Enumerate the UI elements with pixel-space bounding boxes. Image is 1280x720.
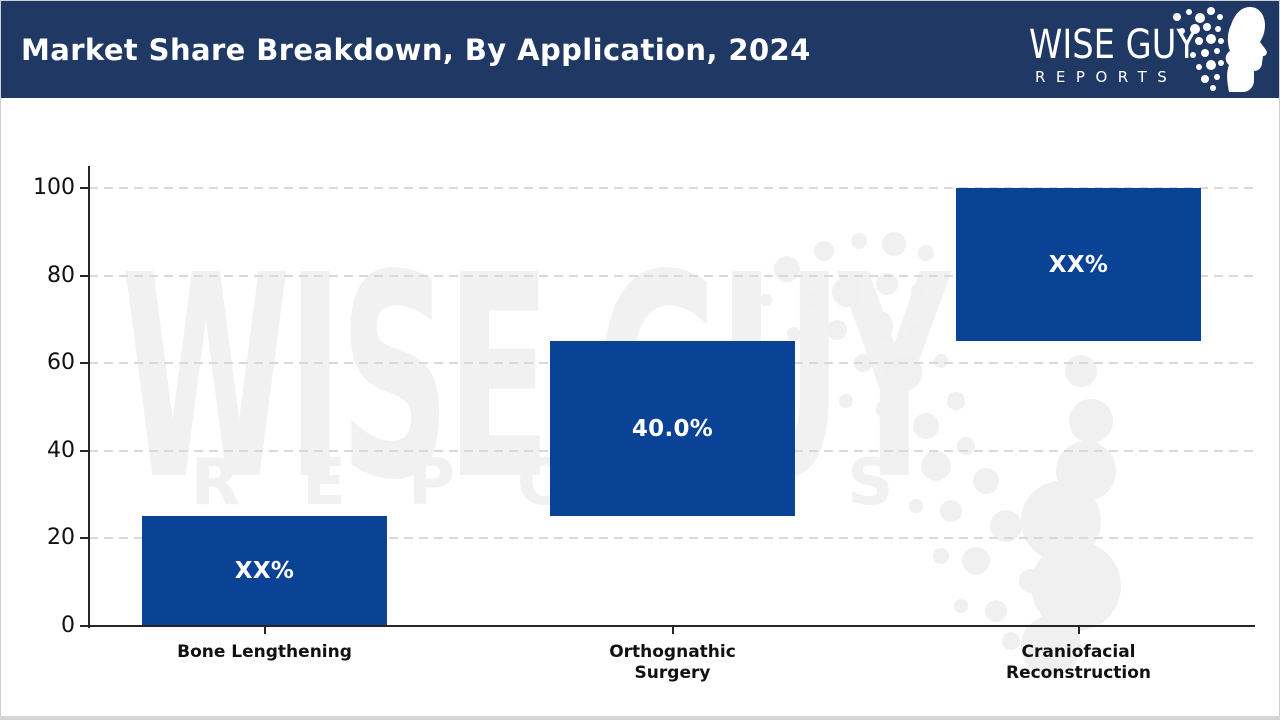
- bar-value-label: XX%: [1048, 251, 1109, 278]
- y-tick-label: 60: [47, 350, 75, 376]
- x-category-label-line: Reconstruction: [1005, 663, 1152, 683]
- logo-graphic: WISE GUY REPORTS: [1029, 7, 1267, 92]
- bar-value-label: 40.0%: [631, 415, 714, 442]
- x-category-label-orthognathic-surgery: Orthognathic Surgery: [609, 642, 736, 684]
- x-category-label-bone-lengthening: Bone Lengthening: [177, 642, 352, 663]
- x-category-label-craniofacial-reconstruction: Craniofacial Reconstruction: [1006, 642, 1151, 684]
- y-tick-label: 100: [33, 174, 75, 200]
- y-tick-mark: [80, 625, 88, 627]
- chart-title: Market Share Breakdown, By Application, …: [21, 32, 811, 67]
- y-tick-mark: [80, 186, 88, 189]
- x-category-label-line: Orthognathic: [609, 642, 736, 662]
- bar-craniofacial-reconstruction: XX%: [956, 187, 1201, 342]
- bar-orthognathic-surgery: 40.0%: [550, 341, 795, 517]
- watermark-wordmark: WISE GUY: [121, 216, 950, 542]
- x-tick-mark: [263, 627, 266, 634]
- y-tick-label: 20: [47, 525, 75, 551]
- x-axis-line: [88, 625, 1255, 627]
- bar-value-label: XX%: [234, 558, 295, 585]
- y-tick-label: 40: [47, 437, 75, 463]
- header-band: Market Share Breakdown, By Application, …: [1, 1, 1279, 98]
- x-category-label-line: Craniofacial: [1021, 642, 1136, 662]
- x-tick-mark: [671, 627, 674, 634]
- y-tick-mark: [80, 362, 88, 365]
- y-axis-line: [88, 166, 90, 628]
- logo-wordmark: WISE GUY: [1029, 22, 1197, 68]
- wise-guy-reports-logo: WISE GUY REPORTS: [1027, 4, 1267, 98]
- gridline-80: [89, 274, 1254, 277]
- chart-plot-area: WISE GUY REPORTS: [1, 98, 1279, 719]
- x-category-label-line: Surgery: [634, 663, 711, 683]
- gridline-20: [89, 537, 1254, 540]
- y-tick-mark: [80, 274, 88, 277]
- logo-face-profile-icon: [1225, 7, 1267, 92]
- y-tick-label: 0: [61, 613, 75, 638]
- logo-subtitle: REPORTS: [1035, 68, 1177, 86]
- x-tick-mark: [1077, 627, 1080, 634]
- bar-bone-lengthening: XX%: [142, 516, 387, 626]
- footer-strip: [1, 716, 1279, 719]
- gridline-100: [89, 186, 1254, 189]
- x-category-label-line: Bone Lengthening: [177, 642, 352, 662]
- y-tick-label: 80: [47, 262, 75, 288]
- y-tick-mark: [80, 537, 88, 540]
- y-tick-mark: [80, 449, 88, 452]
- logo-face-dots-icon: [1173, 7, 1267, 92]
